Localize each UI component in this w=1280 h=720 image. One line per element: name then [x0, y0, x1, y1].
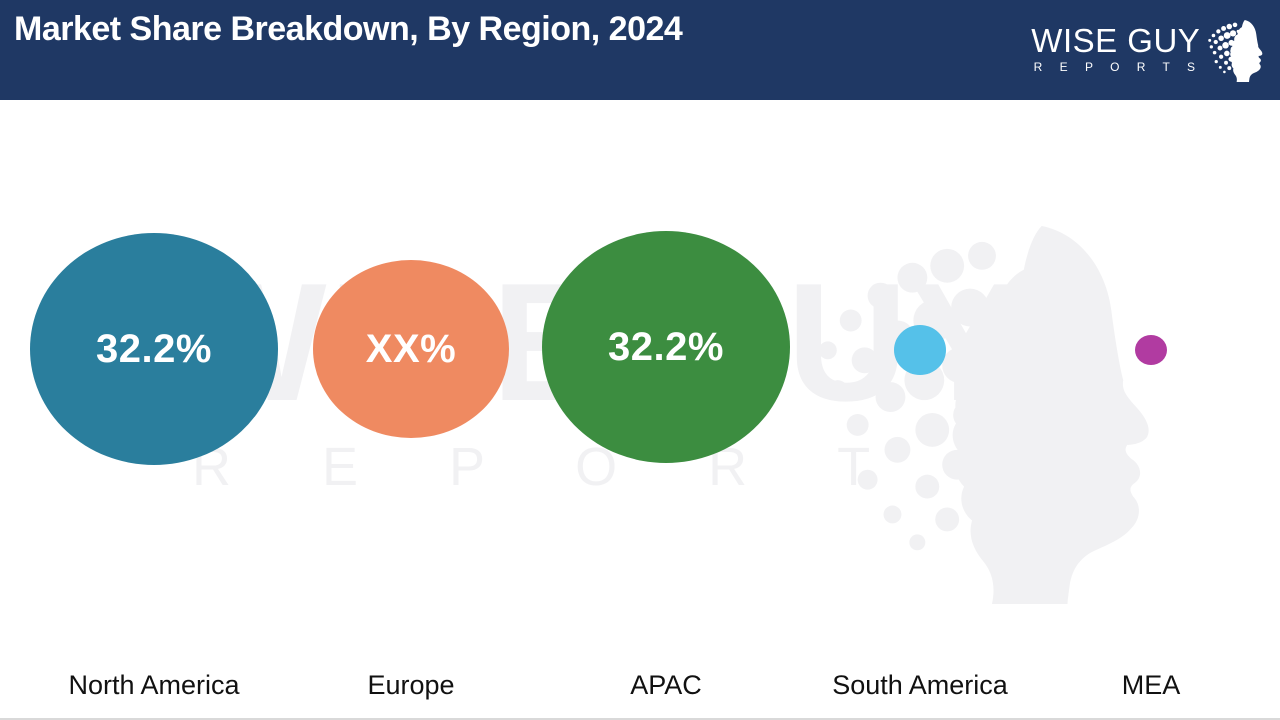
bubble-mea: [1135, 335, 1167, 365]
category-label-europe: Europe: [367, 670, 455, 700]
bubble-value-label: 32.2%: [96, 326, 212, 371]
head-logo-icon: [1204, 14, 1266, 88]
logo-wordmark-line2: R E P O R T S: [1033, 60, 1202, 74]
bubble-value-label: 32.2%: [608, 324, 724, 369]
bottom-divider: [0, 718, 1280, 720]
header: Market Share Breakdown, By Region, 2024 …: [0, 0, 1280, 100]
category-label-mea: MEA: [1121, 670, 1181, 700]
category-label-apac: APAC: [630, 670, 702, 700]
bubble-value-label: XX%: [365, 326, 457, 371]
bubble-south-america: [894, 325, 946, 375]
category-label-north-america: North America: [68, 670, 240, 700]
page-title: Market Share Breakdown, By Region, 2024: [14, 10, 683, 48]
watermark-head-icon: [793, 220, 1171, 610]
chart-area: WISE GUY R E P O R T S 32.2% North Americ…: [0, 100, 1280, 720]
wise-guy-logo: WISE GUY R E P O R T S: [1030, 14, 1266, 88]
logo-wordmark: WISE GUY R E P O R T S: [1030, 24, 1202, 74]
bubble-apac: 32.2%: [542, 231, 790, 463]
watermark-wordmark-line2: R E P O R T S: [192, 437, 1035, 497]
bubble-europe: XX%: [313, 260, 509, 438]
category-label-south-america: South America: [832, 670, 1008, 700]
watermark-wordmark: WISE GUY R E P O R T S: [168, 258, 1035, 498]
logo-wordmark-line1: WISE GUY: [1031, 22, 1201, 59]
bubble-north-america: 32.2%: [30, 233, 278, 465]
